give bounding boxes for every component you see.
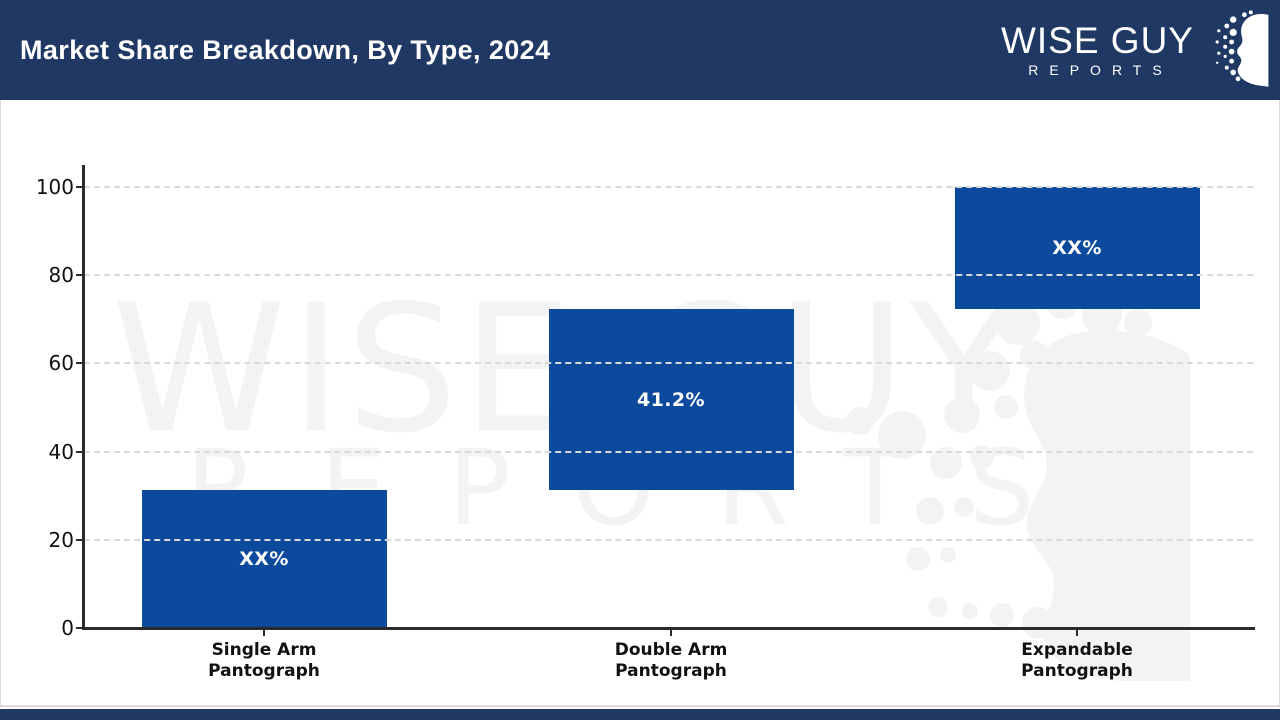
y-axis-line — [82, 165, 85, 630]
gridline-y — [84, 274, 1253, 277]
gridline-y — [84, 538, 1253, 541]
footer-divider — [0, 705, 1280, 707]
x-tick-mark — [263, 629, 265, 636]
x-category-label: Expandable Pantograph — [1021, 640, 1133, 681]
y-axis-tick-label: 80 — [48, 263, 74, 288]
bar-value-label: 41.2% — [637, 388, 705, 411]
gridline-y — [84, 186, 1253, 188]
wise-guy-reports-logo: WISE GUY REPORTS — [1001, 6, 1270, 94]
x-tick-mark — [1076, 629, 1078, 636]
bar-value-label: XX% — [239, 548, 289, 571]
content-left-border — [0, 100, 1, 706]
footer-bar — [0, 709, 1280, 720]
header-bar: Market Share Breakdown, By Type, 2024 WI… — [0, 0, 1280, 100]
y-axis-tick-label: 100 — [35, 175, 74, 199]
y-axis-tick-label: 20 — [48, 527, 74, 552]
logo-text-secondary: REPORTS — [1028, 61, 1173, 78]
x-tick-mark — [670, 629, 672, 636]
y-tick-mark — [76, 186, 84, 188]
y-tick-mark — [76, 627, 84, 629]
logo-text: WISE GUY REPORTS — [1000, 20, 1194, 78]
gridline-y — [84, 362, 1253, 365]
y-tick-mark — [76, 450, 84, 453]
logo-text-primary: WISE GUY — [1000, 20, 1194, 62]
bar-segment-1: XX% — [141, 490, 387, 628]
plot-area: XX% Single Arm Pantograph 41.2% Double Arm … — [0, 100, 1280, 705]
bar-value-label: XX% — [1052, 236, 1102, 259]
x-category-label: Single Arm Pantograph — [208, 640, 320, 681]
bar-segment-3: XX% — [954, 187, 1200, 309]
y-axis-tick-label: 40 — [48, 439, 74, 464]
y-tick-mark — [76, 362, 84, 365]
page-title: Market Share Breakdown, By Type, 2024 — [20, 34, 551, 65]
x-axis-line — [82, 626, 1255, 630]
y-axis-tick-label: 0 — [61, 616, 74, 640]
logo-head-icon — [1215, 10, 1269, 87]
gridline-y — [84, 450, 1253, 453]
bar-segment-2: 41.2% — [548, 308, 794, 491]
y-tick-mark — [76, 274, 84, 277]
y-axis-tick-label: 60 — [48, 351, 74, 376]
y-tick-mark — [76, 538, 84, 541]
x-category-label: Double Arm Pantograph — [614, 640, 728, 681]
